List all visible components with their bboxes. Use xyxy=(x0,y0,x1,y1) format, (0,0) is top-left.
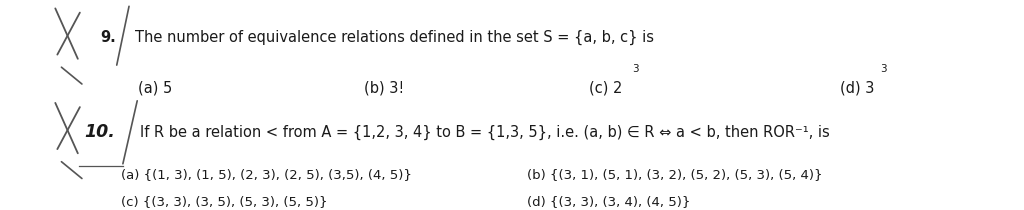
Text: 9.: 9. xyxy=(100,30,116,45)
Text: The number of equivalence relations defined in the set S = {a, b, c} is: The number of equivalence relations defi… xyxy=(135,30,654,45)
Text: (b) 3!: (b) 3! xyxy=(364,81,403,96)
Text: 10.: 10. xyxy=(84,123,115,141)
Text: 3: 3 xyxy=(632,64,638,74)
Text: (d) {(3, 3), (3, 4), (4, 5)}: (d) {(3, 3), (3, 4), (4, 5)} xyxy=(527,195,691,208)
Text: (d) 3: (d) 3 xyxy=(840,81,874,96)
Text: 3: 3 xyxy=(881,64,887,74)
Text: (c) {(3, 3), (3, 5), (5, 3), (5, 5)}: (c) {(3, 3), (3, 5), (5, 3), (5, 5)} xyxy=(121,195,328,208)
Text: If R be a relation < from A = {1,2, 3, 4} to B = {1,3, 5}, i.e. (a, b) ∈ R ⇔ a <: If R be a relation < from A = {1,2, 3, 4… xyxy=(140,125,830,140)
Text: (a) {(1, 3), (1, 5), (2, 3), (2, 5), (3,5), (4, 5)}: (a) {(1, 3), (1, 5), (2, 3), (2, 5), (3,… xyxy=(121,168,412,181)
Text: (a) 5: (a) 5 xyxy=(138,81,172,96)
Text: (b) {(3, 1), (5, 1), (3, 2), (5, 2), (5, 3), (5, 4)}: (b) {(3, 1), (5, 1), (3, 2), (5, 2), (5,… xyxy=(527,168,823,181)
Text: (c) 2: (c) 2 xyxy=(589,81,623,96)
